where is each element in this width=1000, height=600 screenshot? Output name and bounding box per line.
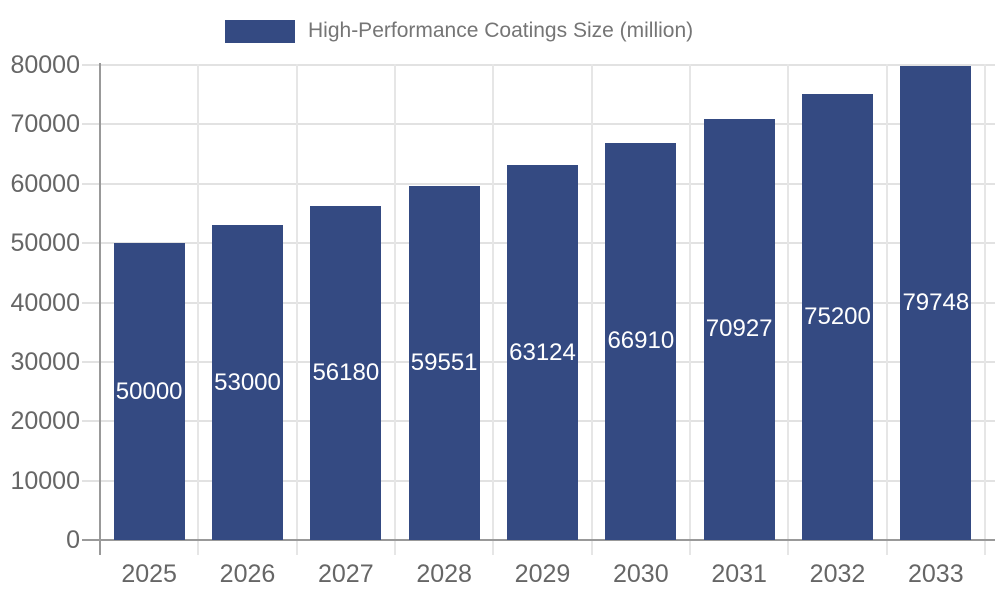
x-gridline	[787, 64, 790, 555]
x-tick-label: 2029	[514, 560, 571, 588]
x-tick-label: 2027	[318, 560, 374, 588]
bar: 70927	[703, 118, 775, 540]
bar-value-label: 79748	[902, 289, 970, 317]
y-tick-label: 30000	[10, 347, 80, 376]
bar: 75200	[802, 93, 873, 540]
y-tick-label: 10000	[10, 466, 80, 495]
x-tick-label: 2028	[416, 560, 472, 588]
legend: High-Performance Coatings Size (million)	[225, 19, 693, 43]
bar-value-label: 59551	[410, 349, 478, 377]
x-gridline	[689, 64, 691, 555]
x-tick-label: 2026	[219, 560, 276, 588]
x-tick-label: 2031	[711, 560, 767, 588]
y-tick-label: 60000	[10, 169, 80, 198]
y-gridline	[82, 64, 995, 66]
bar: 59551	[408, 186, 480, 540]
x-tick-label: 2033	[908, 560, 964, 588]
bar: 53000	[212, 225, 283, 540]
y-tick-label: 20000	[10, 407, 80, 436]
bar: 56180	[310, 206, 382, 540]
bar-value-label: 50000	[115, 377, 183, 405]
y-tick-label: 40000	[10, 288, 80, 317]
bar-value-label: 70927	[705, 315, 773, 343]
bar: 66910	[605, 142, 677, 540]
bar-value-label: 66910	[607, 327, 675, 355]
x-gridline	[394, 64, 396, 555]
y-gridline	[82, 123, 995, 126]
bar-value-label: 53000	[214, 368, 281, 396]
y-axis-line	[99, 63, 101, 555]
y-tick-label: 50000	[10, 229, 80, 258]
bar-value-label: 56180	[312, 359, 380, 387]
bar-value-label: 63124	[509, 338, 576, 366]
x-gridline	[197, 64, 200, 555]
x-gridline	[885, 64, 888, 555]
y-tick-label: 80000	[10, 51, 80, 79]
x-tick-label: 2025	[121, 560, 177, 588]
bar-value-label: 75200	[804, 302, 871, 330]
legend-swatch	[225, 19, 295, 43]
x-gridline	[984, 64, 986, 555]
legend-label: High-Performance Coatings Size (million)	[308, 19, 694, 42]
x-gridline	[492, 64, 495, 555]
bar: 79748	[900, 66, 972, 540]
x-gridline	[590, 64, 593, 555]
x-tick-label: 2030	[613, 560, 669, 588]
x-tick-label: 2032	[809, 560, 866, 588]
x-axis-line	[82, 539, 995, 541]
x-gridline	[295, 64, 298, 555]
bar: 50000	[113, 243, 185, 540]
y-tick-label: 70000	[10, 110, 80, 139]
y-tick-label: 0	[66, 526, 80, 554]
bar: 63124	[507, 165, 578, 540]
